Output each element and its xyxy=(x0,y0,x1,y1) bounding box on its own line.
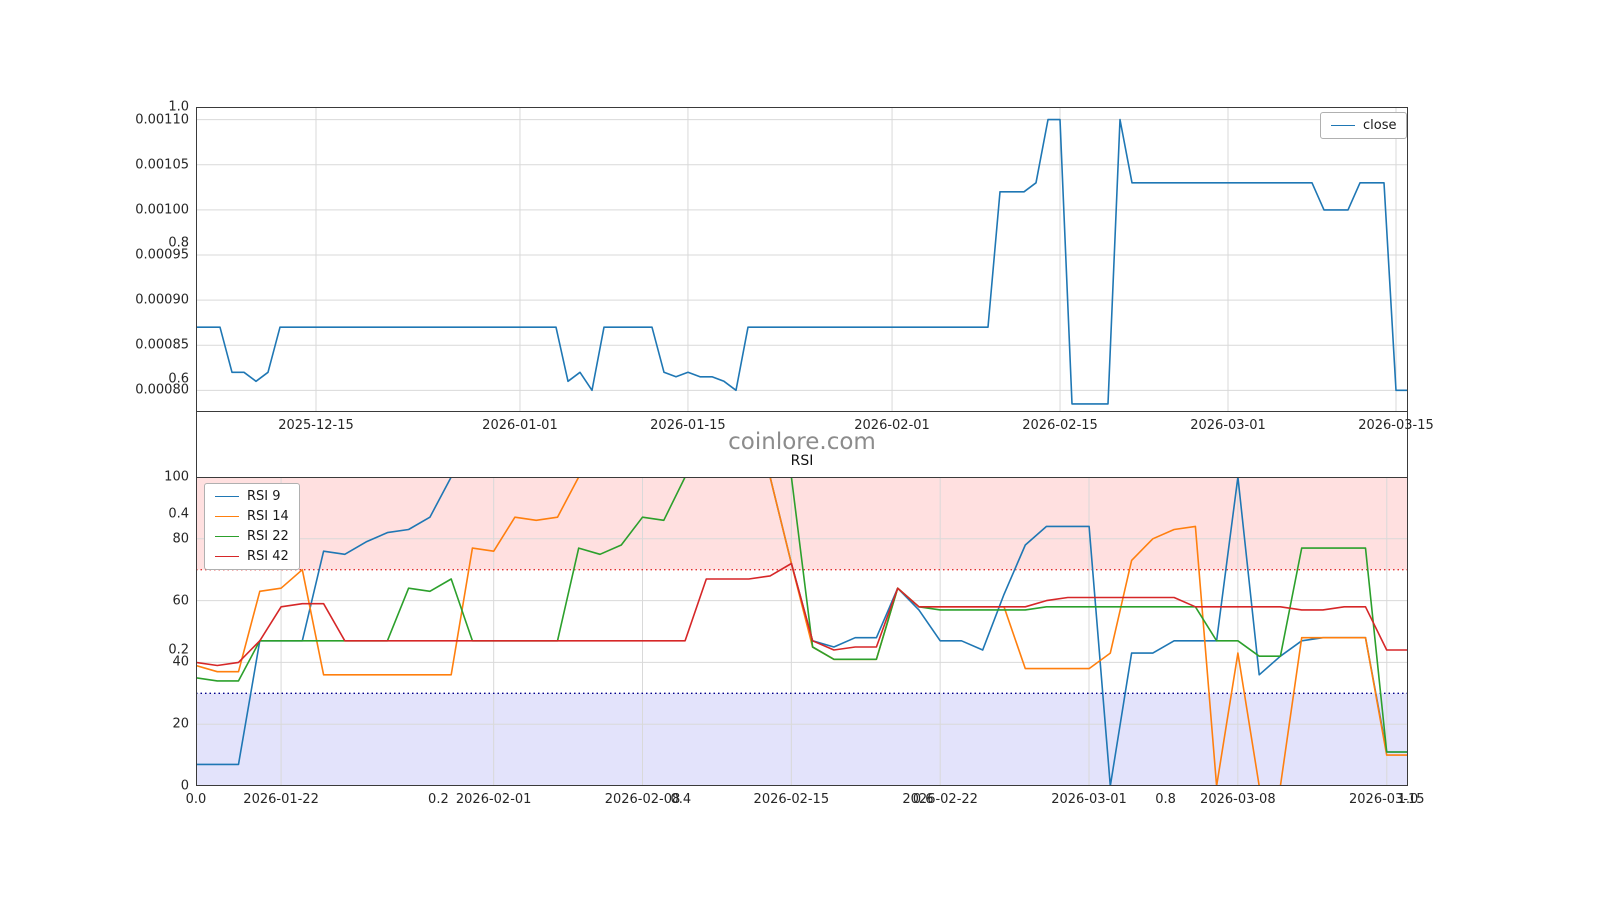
legend-label: RSI 9 xyxy=(247,489,281,504)
legend-line-icon xyxy=(215,496,239,497)
legend-row: RSI 9 xyxy=(215,489,289,504)
x-tick-label: 2026-03-15 xyxy=(1358,418,1434,433)
legend-row: RSI 22 xyxy=(215,529,289,544)
legend-line-icon xyxy=(1331,125,1355,126)
x-tick-label: 0.2 xyxy=(428,792,449,807)
y-tick-label: 0.00080 xyxy=(135,382,189,398)
legend-row: close xyxy=(1331,118,1396,133)
x-tick-label: 1.0 xyxy=(1397,792,1419,807)
y-tick-label: 0.00090 xyxy=(135,292,189,308)
y-tick-label: 40 xyxy=(172,654,189,670)
legend-label: RSI 42 xyxy=(247,549,289,564)
x-tick-label: 2026-01-15 xyxy=(650,418,726,433)
x-tick-label: 2026-03-01 xyxy=(1051,792,1127,807)
legend-row: RSI 42 xyxy=(215,549,289,564)
x-tick-label: 2026-03-15 xyxy=(1349,792,1425,807)
y-tick-label: 0.00085 xyxy=(135,337,189,353)
price-legend: close xyxy=(1320,112,1408,139)
legend-line-icon xyxy=(215,516,239,517)
x-tick-label: 0.0 xyxy=(185,792,207,807)
rsi-chart xyxy=(196,477,1408,786)
y-tick-label: 0.00110 xyxy=(135,112,189,128)
y-tick-label: 0.00100 xyxy=(135,202,189,218)
x-tick-label: 2026-02-08 xyxy=(604,792,681,807)
x-tick-label: 2026-01-22 xyxy=(243,792,319,807)
y-tick-label: 60 xyxy=(172,593,189,609)
y-tick-label: 0.2 xyxy=(168,642,189,658)
x-tick-label: 2026-01-01 xyxy=(482,418,558,433)
x-tick-label: 0.4 xyxy=(670,792,692,807)
rsi-legend: RSI 9 RSI 14 RSI 22 RSI 42 xyxy=(204,483,300,570)
y-tick-label: 0 xyxy=(180,778,189,794)
x-tick-label: 2026-03-08 xyxy=(1200,792,1276,807)
y-tick-label: 0.4 xyxy=(168,506,189,522)
y-tick-label: 80 xyxy=(172,531,189,547)
legend-row: RSI 14 xyxy=(215,509,289,524)
y-tick-label: 0.00105 xyxy=(135,157,189,173)
x-tick-label: 2026-02-01 xyxy=(455,792,532,807)
x-tick-label: 2026-02-22 xyxy=(902,792,978,807)
x-tick-label: 0.8 xyxy=(1155,792,1176,807)
price-chart xyxy=(196,107,1408,412)
y-tick-label: 0.00095 xyxy=(135,247,189,263)
x-tick-label: 2026-03-01 xyxy=(1190,418,1266,433)
legend-label: close xyxy=(1363,118,1397,133)
y-tick-label: 100 xyxy=(164,469,189,485)
x-tick-label: 0.6 xyxy=(912,792,934,807)
watermark: coinlore.com xyxy=(728,429,876,455)
legend-label: RSI 14 xyxy=(247,509,289,524)
x-tick-label: 2026-02-15 xyxy=(1022,418,1098,433)
x-tick-label: 2026-02-01 xyxy=(854,418,930,433)
y-tick-label: 1.0 xyxy=(168,99,189,115)
x-tick-label: 2026-02-15 xyxy=(753,792,830,807)
legend-line-icon xyxy=(215,536,239,537)
y-tick-label: 0.8 xyxy=(168,235,189,251)
x-tick-label: 2025-12-15 xyxy=(278,418,354,433)
legend-label: RSI 22 xyxy=(247,529,289,544)
legend-line-icon xyxy=(215,556,239,557)
y-tick-label: 0.6 xyxy=(168,371,189,387)
y-tick-label: 20 xyxy=(172,716,189,732)
rsi-title: RSI xyxy=(790,453,814,469)
